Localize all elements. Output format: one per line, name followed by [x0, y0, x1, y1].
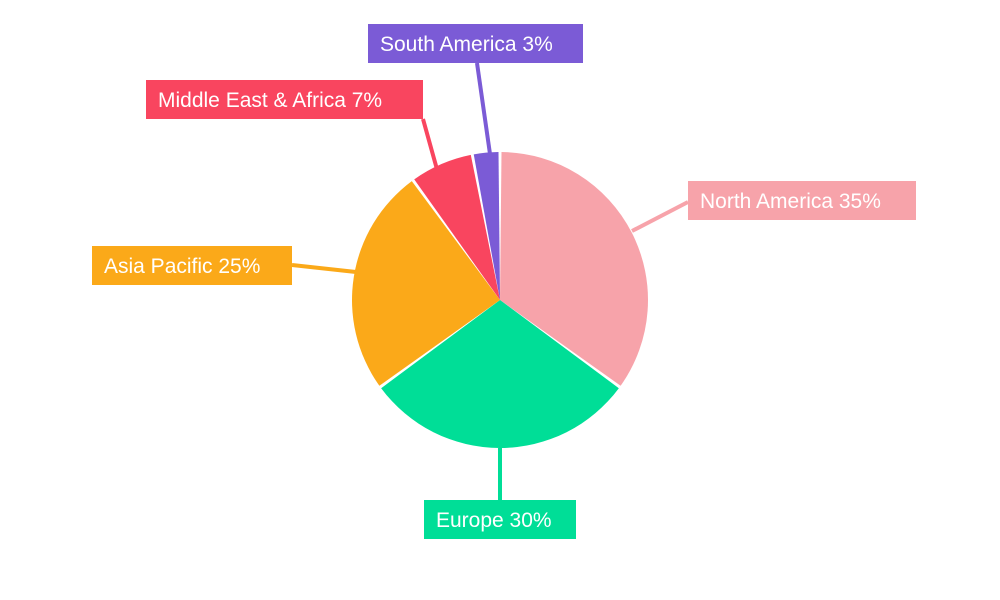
pie-slice[interactable]: [352, 181, 500, 386]
leader-line-group: [291, 62, 689, 500]
pie-slice[interactable]: [381, 300, 619, 449]
pie-slice[interactable]: [473, 152, 500, 300]
pie-slice-label[interactable]: South America 3%: [368, 24, 583, 63]
pie-label-leader-line: [475, 62, 492, 155]
pie-slice-group: [352, 152, 648, 449]
pie-label-leader-line: [631, 200, 689, 233]
pie-label-leader-line: [421, 118, 440, 174]
pie-slice-label[interactable]: North America 35%: [688, 181, 916, 220]
pie-slice-label[interactable]: Middle East & Africa 7%: [146, 80, 423, 119]
pie-slice[interactable]: [500, 152, 648, 386]
pie-slice[interactable]: [414, 154, 500, 300]
pie-label-leader-line: [291, 263, 357, 274]
pie-slice-label[interactable]: Asia Pacific 25%: [92, 246, 292, 285]
pie-slice-label[interactable]: Europe 30%: [424, 500, 576, 539]
